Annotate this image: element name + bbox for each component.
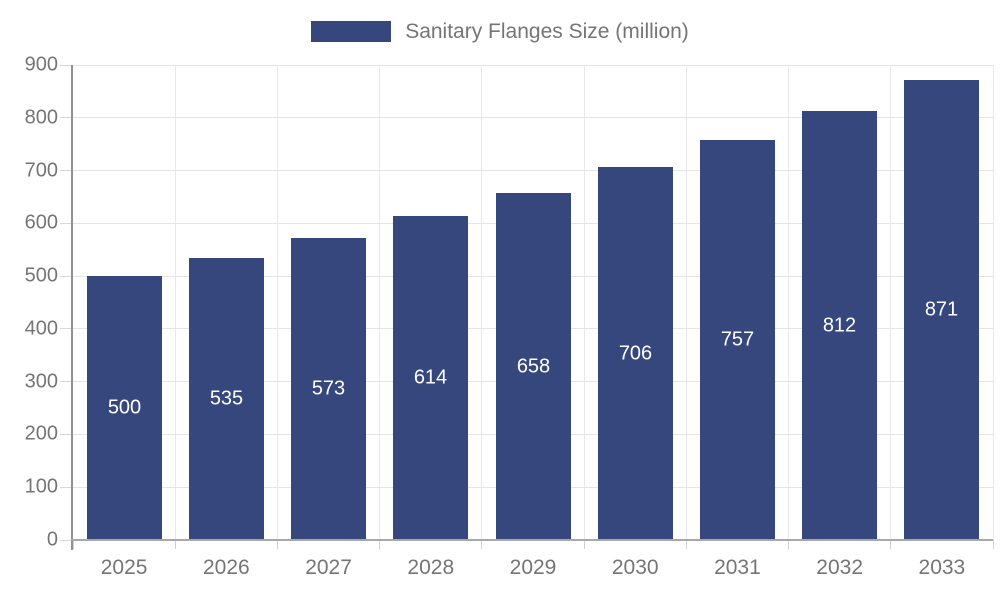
x-axis-tick	[992, 540, 994, 549]
x-axis-tick	[276, 540, 278, 549]
gridline	[992, 65, 994, 540]
bar-value-label: 757	[720, 328, 755, 351]
bar-value-label: 658	[516, 355, 551, 377]
bar: 535	[189, 258, 264, 540]
gridline	[788, 65, 790, 540]
legend-label: Sanitary Flanges Size (million)	[405, 19, 689, 43]
gridline	[890, 65, 892, 540]
gridline	[73, 117, 993, 119]
bar-value-label: 706	[618, 342, 653, 364]
y-axis-tick	[60, 328, 73, 330]
y-axis-label: 0	[46, 528, 58, 551]
y-axis-label: 900	[24, 53, 58, 76]
y-axis-tick	[60, 64, 73, 66]
y-axis-tick	[60, 222, 73, 224]
y-axis-label: 300	[24, 370, 58, 393]
bar-value-label: 871	[924, 298, 959, 321]
x-axis-tick	[685, 540, 687, 549]
gridline	[73, 170, 993, 172]
gridline	[73, 64, 993, 66]
x-axis-tick	[583, 540, 585, 549]
x-axis-tick	[788, 540, 790, 549]
bar: 871	[904, 80, 979, 540]
y-axis-tick	[60, 486, 73, 488]
plot-area: 0 100 200 300 400 500 600 700 800 900 500 2025 535 20…	[25, 54, 994, 579]
y-axis-label: 400	[24, 317, 58, 340]
x-axis-tick	[72, 540, 74, 549]
x-axis-label: 2028	[407, 556, 455, 579]
y-axis-label: 500	[24, 264, 58, 287]
bar: 812	[802, 111, 877, 540]
bar: 706	[598, 167, 673, 540]
bar: 757	[700, 140, 775, 540]
y-axis-label: 600	[24, 211, 58, 234]
x-axis-line	[71, 539, 993, 541]
gridline	[685, 65, 687, 540]
gridline	[481, 65, 483, 540]
legend-swatch-icon	[311, 20, 392, 42]
y-axis-label: 800	[24, 106, 58, 129]
bar: 658	[496, 193, 571, 540]
bar: 500	[87, 276, 162, 540]
gridline	[276, 65, 278, 540]
gridline	[583, 65, 585, 540]
bar: 614	[393, 216, 468, 540]
x-axis-label: 2025	[100, 556, 148, 579]
bar-value-label: 500	[107, 396, 142, 419]
bar: 573	[291, 238, 366, 540]
y-axis-tick	[60, 539, 73, 541]
y-axis-tick	[60, 170, 73, 172]
x-axis-tick	[481, 540, 483, 549]
y-axis-tick	[60, 275, 73, 277]
x-axis-tick	[379, 540, 381, 549]
bar-value-label: 614	[413, 366, 448, 389]
bar-value-label: 812	[822, 314, 857, 336]
y-axis-tick	[60, 117, 73, 119]
x-axis-label: 2031	[714, 556, 761, 579]
x-axis-label: 2030	[611, 556, 659, 579]
x-axis-tick	[174, 540, 176, 549]
legend-item[interactable]: Sanitary Flanges Size (million)	[0, 18, 1000, 44]
x-axis-label: 2026	[202, 556, 250, 579]
bar-value-label: 573	[311, 377, 346, 400]
y-axis-label: 700	[24, 159, 58, 182]
gridline	[174, 65, 176, 540]
x-axis-label: 2029	[509, 556, 557, 579]
x-axis-label: 2033	[918, 556, 966, 579]
x-axis-label: 2027	[305, 556, 352, 579]
y-axis-label: 200	[24, 422, 58, 445]
y-axis-tick	[60, 381, 73, 383]
bar-value-label: 535	[209, 387, 244, 410]
x-axis-label: 2032	[816, 556, 864, 579]
y-axis-label: 100	[24, 475, 58, 498]
gridline	[379, 65, 381, 540]
y-axis-line	[71, 65, 73, 550]
y-axis-tick	[60, 433, 73, 435]
x-axis-tick	[890, 540, 892, 549]
